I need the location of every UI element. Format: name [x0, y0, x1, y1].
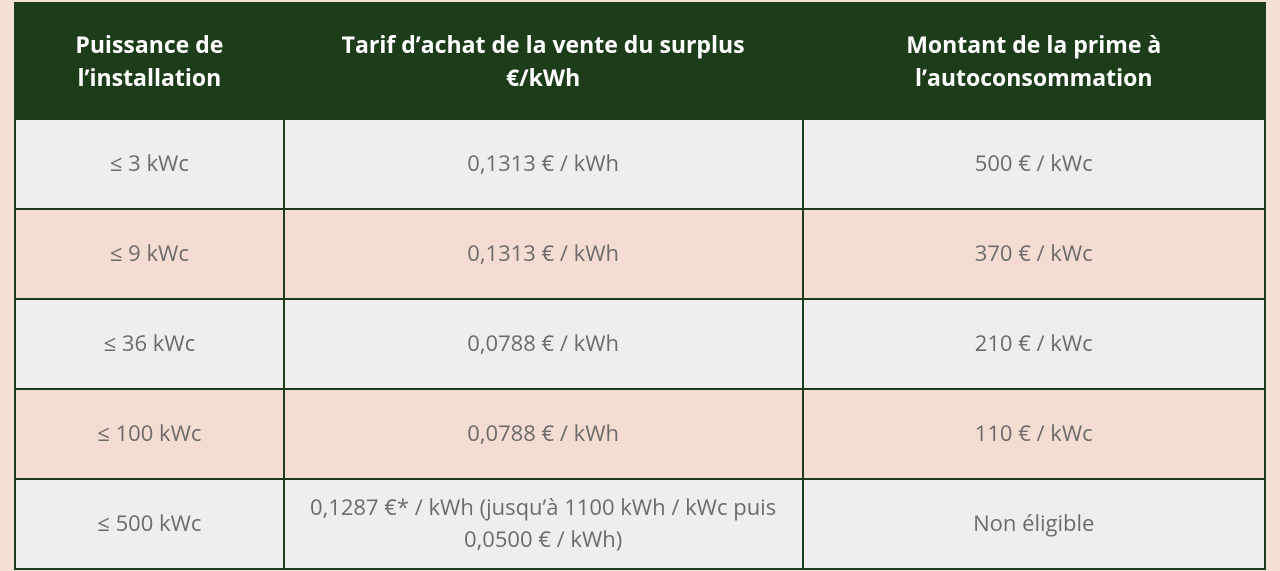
cell-power: ≤ 36 kWc: [15, 299, 284, 389]
cell-bonus: 210 € / kWc: [803, 299, 1266, 389]
cell-bonus: 110 € / kWc: [803, 389, 1266, 479]
cell-power: ≤ 500 kWc: [15, 479, 284, 569]
table-row: ≤ 100 kWc0,0788 € / kWh110 € / kWc: [15, 389, 1265, 479]
cell-power: ≤ 100 kWc: [15, 389, 284, 479]
cell-tariff: 0,1287 €* / kWh (jusqu’à 1100 kWh / kWc …: [284, 479, 803, 569]
cell-tariff: 0,0788 € / kWh: [284, 299, 803, 389]
cell-bonus: 370 € / kWc: [803, 209, 1266, 299]
cell-tariff: 0,1313 € / kWh: [284, 119, 803, 209]
table-row: ≤ 9 kWc0,1313 € / kWh370 € / kWc: [15, 209, 1265, 299]
table-header: Puissance de l’installationTarif d’achat…: [15, 3, 1265, 119]
cell-bonus: 500 € / kWc: [803, 119, 1266, 209]
tariff-table: Puissance de l’installationTarif d’achat…: [14, 2, 1266, 570]
cell-power: ≤ 9 kWc: [15, 209, 284, 299]
column-header-tariff: Tarif d’achat de la vente du surplus €/k…: [284, 3, 803, 119]
cell-tariff: 0,1313 € / kWh: [284, 209, 803, 299]
cell-power: ≤ 3 kWc: [15, 119, 284, 209]
table-header-row: Puissance de l’installationTarif d’achat…: [15, 3, 1265, 119]
table-body: ≤ 3 kWc0,1313 € / kWh500 € / kWc≤ 9 kWc0…: [15, 119, 1265, 569]
table-row: ≤ 36 kWc0,0788 € / kWh210 € / kWc: [15, 299, 1265, 389]
table-row: ≤ 500 kWc0,1287 €* / kWh (jusqu’à 1100 k…: [15, 479, 1265, 569]
column-header-power: Puissance de l’installation: [15, 3, 284, 119]
table-row: ≤ 3 kWc0,1313 € / kWh500 € / kWc: [15, 119, 1265, 209]
column-header-bonus: Montant de la prime à l’autoconsommation: [803, 3, 1266, 119]
cell-bonus: Non éligible: [803, 479, 1266, 569]
page: Puissance de l’installationTarif d’achat…: [0, 0, 1280, 571]
cell-tariff: 0,0788 € / kWh: [284, 389, 803, 479]
